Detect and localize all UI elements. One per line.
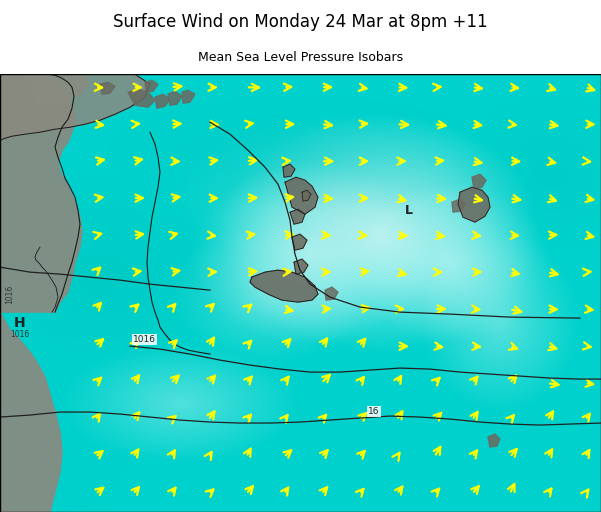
Polygon shape — [285, 177, 318, 214]
Polygon shape — [168, 91, 182, 105]
Polygon shape — [472, 174, 486, 189]
Polygon shape — [302, 190, 311, 201]
Text: 1016: 1016 — [133, 335, 156, 344]
Polygon shape — [458, 187, 490, 222]
Polygon shape — [294, 259, 308, 274]
Polygon shape — [100, 82, 115, 94]
Text: 16: 16 — [368, 407, 379, 416]
Text: 1016: 1016 — [5, 285, 14, 304]
Polygon shape — [0, 312, 62, 512]
Polygon shape — [283, 164, 295, 177]
Text: 1016: 1016 — [10, 330, 29, 339]
Polygon shape — [128, 89, 155, 107]
Polygon shape — [325, 287, 338, 300]
Polygon shape — [0, 74, 82, 312]
Text: Mean Sea Level Pressure Isobars: Mean Sea Level Pressure Isobars — [198, 51, 403, 65]
Text: L: L — [405, 204, 413, 217]
Polygon shape — [250, 270, 318, 302]
Polygon shape — [30, 74, 88, 106]
Polygon shape — [290, 209, 305, 224]
Polygon shape — [145, 80, 158, 92]
Text: Surface Wind on Monday 24 Mar at 8pm +11: Surface Wind on Monday 24 Mar at 8pm +11 — [113, 13, 488, 31]
Polygon shape — [0, 74, 150, 140]
Polygon shape — [292, 234, 307, 250]
Polygon shape — [488, 434, 500, 447]
Polygon shape — [452, 199, 465, 212]
Text: H: H — [14, 316, 26, 330]
Polygon shape — [155, 94, 170, 108]
Polygon shape — [182, 90, 195, 103]
